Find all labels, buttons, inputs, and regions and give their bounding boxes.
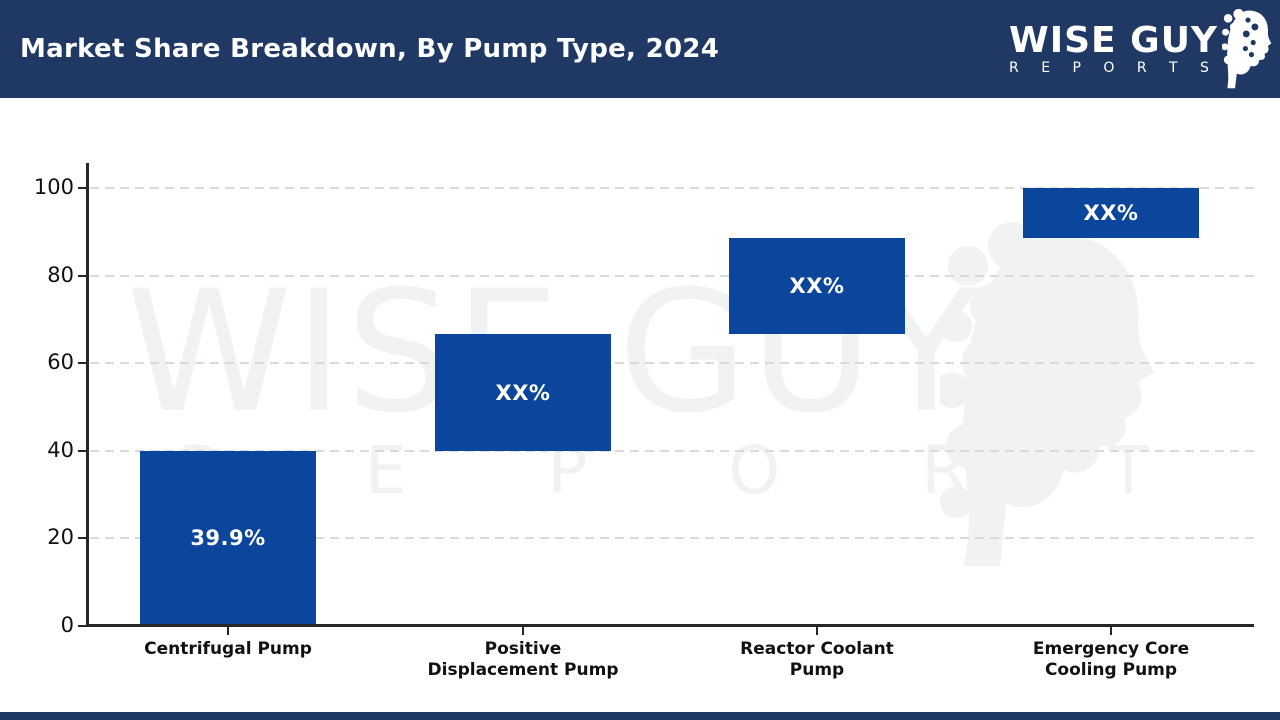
category-label: Emergency Core Cooling Pump: [961, 639, 1261, 681]
brand-logo-text: WISE GUY R E P O R T S: [1008, 19, 1218, 77]
chart-title: Market Share Breakdown, By Pump Type, 20…: [20, 34, 720, 64]
y-tick-label: 20: [47, 525, 74, 549]
footer-bar: [0, 712, 1280, 720]
bar-2: XX%: [435, 334, 611, 451]
brand-logo: WISE GUY R E P O R T S: [1009, 6, 1274, 92]
gridline-20: [90, 537, 1258, 539]
gridline-40: [90, 449, 1258, 452]
y-axis-line: [86, 163, 89, 627]
y-tick-label: 80: [47, 262, 74, 287]
gridline-60: [90, 362, 1258, 364]
x-axis-line: [86, 624, 1254, 627]
gridline-80: [90, 274, 1258, 277]
category-label-line: Positive: [484, 639, 562, 659]
y-tick-20: [78, 537, 87, 539]
category-label: Reactor Coolant Pump: [667, 639, 967, 681]
x-tick-2: [522, 626, 524, 635]
bar-3: XX%: [729, 238, 905, 335]
y-tick-label: 60: [47, 350, 74, 374]
bar-4: XX%: [1023, 188, 1199, 239]
x-tick-1: [227, 626, 229, 635]
bar-value-label: 39.9%: [190, 526, 266, 551]
bar-value-label: XX%: [1083, 201, 1139, 226]
y-tick-0: [78, 624, 87, 627]
bar-value-label: XX%: [495, 380, 551, 405]
watermark-head-icon: [940, 222, 1154, 567]
bar-value-label: XX%: [789, 274, 845, 299]
x-tick-3: [816, 626, 818, 635]
category-label-line: Cooling Pump: [1044, 660, 1178, 680]
y-tick-40: [78, 449, 87, 452]
bar-1: 39.9%: [140, 450, 316, 626]
x-tick-4: [1110, 626, 1112, 635]
y-tick-60: [78, 362, 87, 364]
category-label: Centrifugal Pump: [78, 639, 378, 660]
category-label: Positive Displacement Pump: [373, 639, 673, 681]
brand-subname: R E P O R T S: [1009, 60, 1218, 77]
category-label-line: Centrifugal Pump: [144, 639, 312, 659]
y-tick-label: 0: [60, 612, 74, 637]
category-label-line: Emergency Core: [1032, 639, 1190, 659]
y-tick-label: 100: [33, 175, 74, 199]
y-tick-80: [78, 274, 87, 277]
y-tick-100: [78, 187, 87, 189]
category-label-line: Pump: [789, 660, 845, 680]
brand-name: WISE GUY: [1008, 19, 1218, 61]
gridline-100: [90, 187, 1258, 189]
brand-head-icon: [1222, 8, 1272, 89]
category-label-line: Displacement Pump: [427, 660, 619, 680]
y-tick-label: 40: [47, 437, 74, 462]
category-label-line: Reactor Coolant: [740, 639, 894, 659]
header-bar: Market Share Breakdown, By Pump Type, 20…: [0, 0, 1280, 98]
